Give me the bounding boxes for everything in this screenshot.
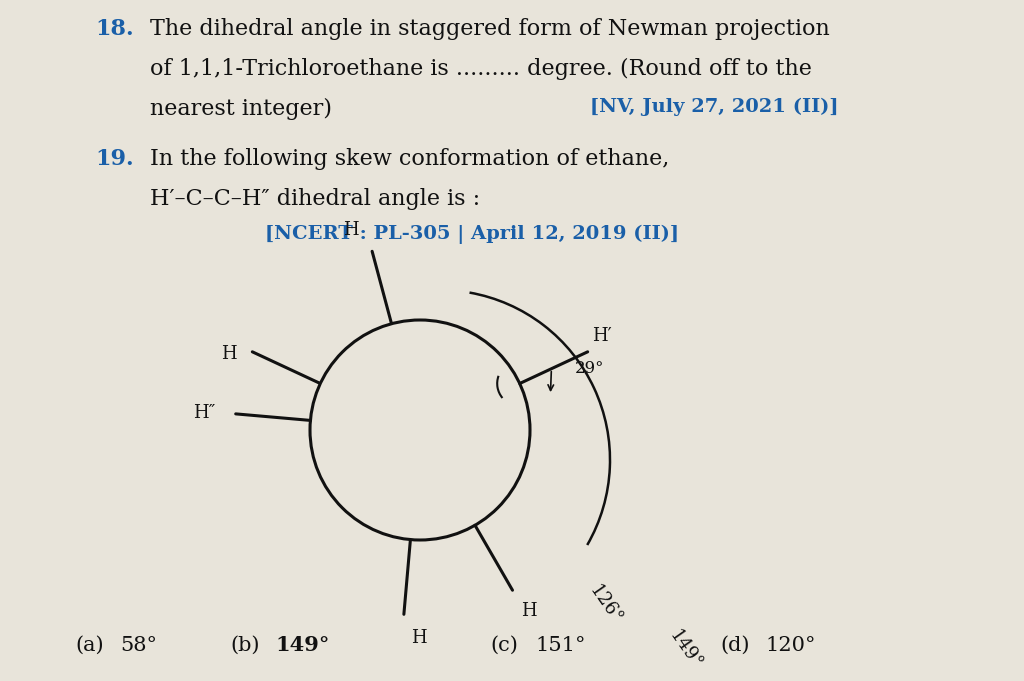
Text: 151°: 151° bbox=[535, 636, 586, 655]
Text: H′–C–C–H″ dihedral angle is :: H′–C–C–H″ dihedral angle is : bbox=[150, 188, 480, 210]
Text: 29°: 29° bbox=[574, 360, 604, 377]
Text: H: H bbox=[411, 629, 427, 647]
Text: 120°: 120° bbox=[765, 636, 815, 655]
Text: 19.: 19. bbox=[95, 148, 133, 170]
Text: H′: H′ bbox=[592, 327, 612, 345]
Text: H: H bbox=[521, 602, 538, 620]
Text: nearest integer): nearest integer) bbox=[150, 98, 332, 120]
Circle shape bbox=[310, 320, 530, 540]
Text: 58°: 58° bbox=[120, 636, 157, 655]
Text: of 1,1,1-Trichloroethane is ......... degree. (Round off to the: of 1,1,1-Trichloroethane is ......... de… bbox=[150, 58, 812, 80]
Text: (d): (d) bbox=[720, 636, 750, 655]
Text: 18.: 18. bbox=[95, 18, 133, 40]
Text: (a): (a) bbox=[75, 636, 103, 655]
Text: 149°: 149° bbox=[666, 627, 705, 673]
Text: H: H bbox=[221, 345, 237, 363]
Text: [NCERT : PL-305 | April 12, 2019 (II)]: [NCERT : PL-305 | April 12, 2019 (II)] bbox=[265, 225, 679, 244]
Text: H: H bbox=[343, 221, 358, 239]
Text: (b): (b) bbox=[230, 636, 259, 655]
Text: (c): (c) bbox=[490, 636, 518, 655]
Text: H″: H″ bbox=[194, 404, 216, 422]
Text: 126°: 126° bbox=[585, 582, 625, 628]
Text: In the following skew conformation of ethane,: In the following skew conformation of et… bbox=[150, 148, 670, 170]
Text: The dihedral angle in staggered form of Newman projection: The dihedral angle in staggered form of … bbox=[150, 18, 829, 40]
Text: 149°: 149° bbox=[275, 635, 330, 655]
Text: [NV, July 27, 2021 (II)]: [NV, July 27, 2021 (II)] bbox=[590, 98, 839, 116]
